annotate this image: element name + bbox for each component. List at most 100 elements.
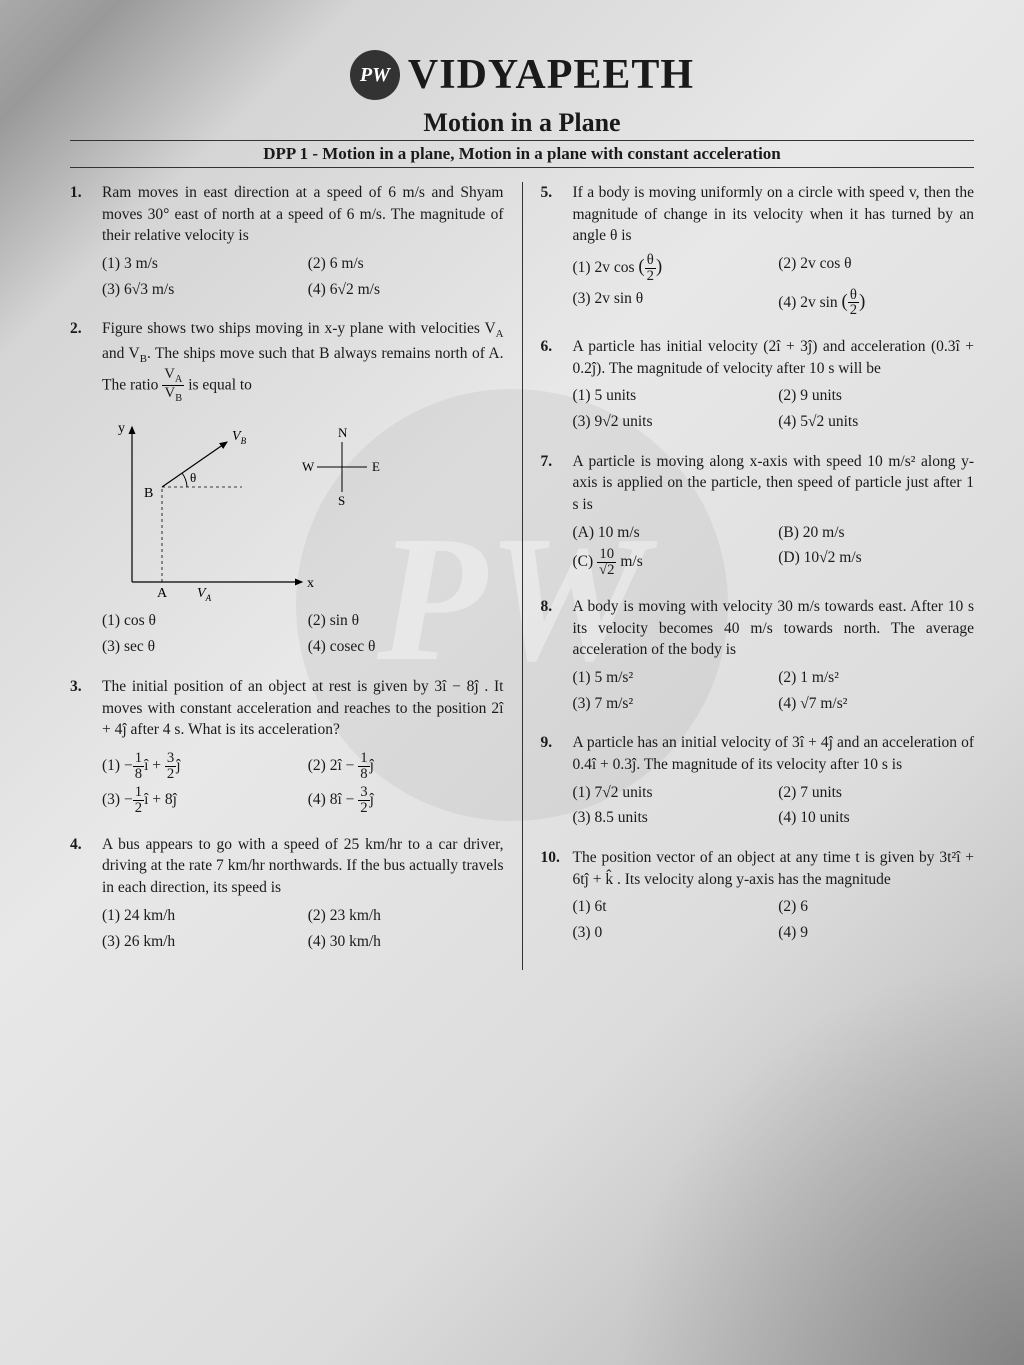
option: (2) sin θ — [308, 610, 504, 632]
compass-s: S — [338, 493, 345, 508]
option: (4) cosec θ — [308, 636, 504, 658]
question-number: 7. — [541, 451, 573, 578]
option: (2) 6 — [778, 896, 974, 918]
option: (1) 2v cos (θ2) — [573, 253, 769, 283]
question-text: Ram moves in east direction at a speed o… — [102, 184, 504, 244]
right-column: 5. If a body is moving uniformly on a ci… — [523, 182, 975, 970]
question-2: 2. Figure shows two ships moving in x-y … — [70, 318, 504, 657]
question-10: 10. The position vector of an object at … — [541, 847, 975, 944]
compass-e: E — [372, 459, 380, 474]
option: (2) 23 km/h — [308, 905, 504, 927]
option: (4) √7 m/s² — [778, 693, 974, 715]
ships-diagram: y x A VA B VB θ — [102, 412, 504, 602]
frac-den: V — [165, 385, 176, 401]
option: (1) 5 units — [573, 385, 769, 407]
option: (1) 6t — [573, 896, 769, 918]
compass-w: W — [302, 459, 315, 474]
option: (3) 8.5 units — [573, 807, 769, 829]
question-3: 3. The initial position of an object at … — [70, 676, 504, 816]
option: (2) 2î − 18ĵ — [308, 751, 504, 781]
svg-text:VA: VA — [197, 586, 212, 602]
point-B: B — [144, 486, 153, 501]
question-text: A particle has initial velocity (2î + 3ĵ… — [573, 338, 975, 377]
question-7: 7. A particle is moving along x-axis wit… — [541, 451, 975, 578]
left-column: 1. Ram moves in east direction at a spee… — [70, 182, 523, 970]
sub: B — [175, 393, 182, 404]
dpp-title-bar: DPP 1 - Motion in a plane, Motion in a p… — [70, 140, 974, 168]
vb-sub: B — [241, 436, 247, 446]
option: (1) 7√2 units — [573, 782, 769, 804]
option: (2) 9 units — [778, 385, 974, 407]
brand-name: VIDYAPEETH — [408, 51, 694, 99]
question-text: A body is moving with velocity 30 m/s to… — [573, 598, 975, 658]
option: (4) 5√2 units — [778, 411, 974, 433]
question-number: 2. — [70, 318, 102, 657]
option: (1) 5 m/s² — [573, 667, 769, 689]
question-text: The initial position of an object at res… — [102, 678, 504, 738]
option: (B) 20 m/s — [778, 522, 974, 544]
option: (3) 6√3 m/s — [102, 279, 298, 301]
option: (3) 26 km/h — [102, 931, 298, 953]
option: (4) 6√2 m/s — [308, 279, 504, 301]
option: (2) 6 m/s — [308, 253, 504, 275]
sub: A — [496, 329, 504, 341]
option: (1) cos θ — [102, 610, 298, 632]
question-text-part: is equal to — [188, 376, 252, 393]
question-number: 9. — [541, 732, 573, 829]
photo-shadow — [614, 956, 1024, 1365]
option: (2) 2v cos θ — [778, 253, 974, 283]
question-text: A bus appears to go with a speed of 25 k… — [102, 836, 504, 896]
option: (D) 10√2 m/s — [778, 547, 974, 577]
question-9: 9. A particle has an initial velocity of… — [541, 732, 975, 829]
option: (3) −12î + 8ĵ — [102, 785, 298, 815]
sub: A — [175, 374, 182, 385]
option: (4) 30 km/h — [308, 931, 504, 953]
option: (3) 7 m/s² — [573, 693, 769, 715]
option: (3) 2v sin θ — [573, 288, 769, 318]
brand-logo: PW — [350, 50, 400, 100]
question-number: 3. — [70, 676, 102, 816]
theta-label: θ — [190, 470, 196, 485]
point-A: A — [157, 586, 168, 601]
option: (4) 9 — [778, 922, 974, 944]
option: (C) 10√2 m/s — [573, 547, 769, 577]
option: (1) 24 km/h — [102, 905, 298, 927]
question-4: 4. A bus appears to go with a speed of 2… — [70, 834, 504, 952]
y-axis-label: y — [118, 421, 125, 436]
frac-num: V — [164, 366, 175, 382]
option: (4) 8î − 32ĵ — [308, 785, 504, 815]
question-number: 6. — [541, 336, 573, 433]
question-number: 10. — [541, 847, 573, 944]
question-number: 8. — [541, 596, 573, 714]
question-text-part: and V — [102, 345, 140, 362]
sub: B — [140, 353, 147, 365]
question-number: 4. — [70, 834, 102, 952]
question-6: 6. A particle has initial velocity (2î +… — [541, 336, 975, 433]
question-text: A particle has an initial velocity of 3î… — [573, 734, 975, 773]
question-text-part: Figure shows two ships moving in x-y pla… — [102, 320, 496, 337]
page-header: PW VIDYAPEETH — [70, 50, 974, 100]
option: (3) 0 — [573, 922, 769, 944]
x-axis-label: x — [307, 576, 314, 591]
option: (2) 7 units — [778, 782, 974, 804]
option: (1) −18î + 32ĵ — [102, 751, 298, 781]
question-5: 5. If a body is moving uniformly on a ci… — [541, 182, 975, 318]
question-number: 1. — [70, 182, 102, 300]
option: (2) 1 m/s² — [778, 667, 974, 689]
compass-n: N — [338, 425, 348, 440]
option: (3) sec θ — [102, 636, 298, 658]
question-text: The position vector of an object at any … — [573, 849, 975, 888]
svg-text:VB: VB — [232, 429, 247, 446]
question-text: If a body is moving uniformly on a circl… — [573, 184, 975, 244]
chapter-title: Motion in a Plane — [70, 108, 974, 138]
question-8: 8. A body is moving with velocity 30 m/s… — [541, 596, 975, 714]
option: (1) 3 m/s — [102, 253, 298, 275]
option: (A) 10 m/s — [573, 522, 769, 544]
va-sub: A — [205, 593, 212, 602]
question-text: A particle is moving along x-axis with s… — [573, 453, 975, 513]
option: (4) 2v sin (θ2) — [778, 288, 974, 318]
question-number: 5. — [541, 182, 573, 318]
option: (4) 10 units — [778, 807, 974, 829]
question-1: 1. Ram moves in east direction at a spee… — [70, 182, 504, 300]
option: (3) 9√2 units — [573, 411, 769, 433]
